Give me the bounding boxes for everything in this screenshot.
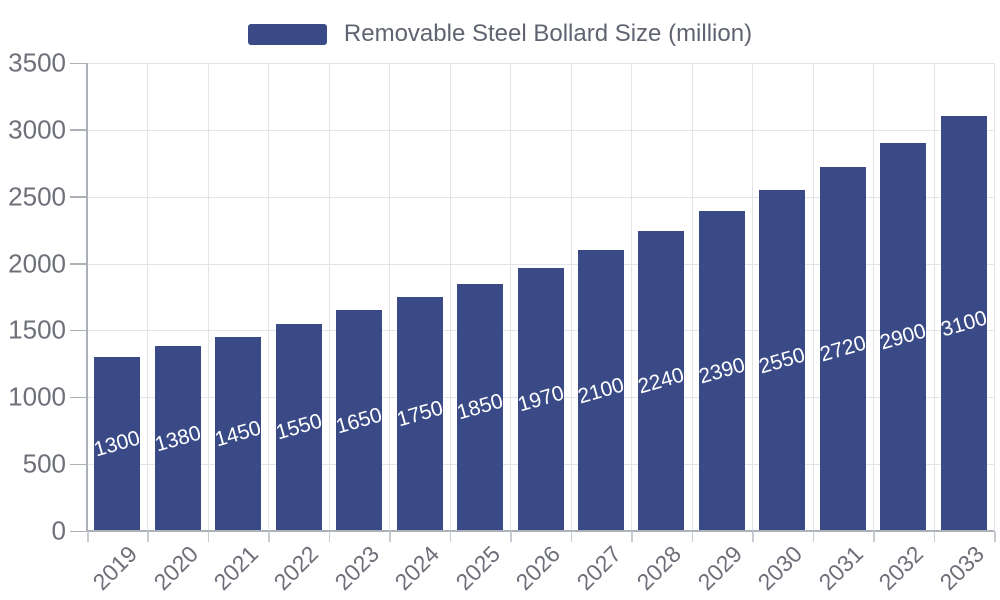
y-tick-label: 500 bbox=[22, 448, 66, 479]
x-axis-tick bbox=[207, 531, 210, 542]
y-axis-line bbox=[86, 63, 88, 531]
bar[interactable] bbox=[819, 167, 866, 531]
gridline-horizontal bbox=[87, 129, 994, 131]
gridline-vertical bbox=[449, 63, 451, 531]
y-axis-tick bbox=[70, 396, 87, 399]
x-tick-label: 2023 bbox=[329, 540, 385, 596]
y-tick-label: 0 bbox=[51, 515, 66, 546]
x-axis-tick bbox=[752, 531, 754, 542]
x-axis-tick bbox=[873, 531, 875, 542]
y-axis-tick bbox=[70, 463, 87, 466]
y-axis-tick bbox=[70, 129, 87, 131]
x-axis-tick bbox=[812, 531, 815, 542]
y-axis-tick bbox=[70, 62, 87, 64]
y-axis-tick bbox=[70, 530, 87, 532]
x-tick-label: 2027 bbox=[571, 540, 626, 596]
gridline-vertical bbox=[147, 63, 149, 531]
gridline-vertical bbox=[691, 63, 693, 531]
bar[interactable] bbox=[396, 297, 443, 531]
x-axis-tick bbox=[147, 531, 149, 542]
x-tick-label: 2031 bbox=[813, 540, 868, 596]
x-tick-label: 2022 bbox=[269, 540, 324, 596]
gridline-vertical bbox=[510, 63, 512, 531]
gridline-vertical bbox=[994, 63, 995, 531]
gridline-vertical bbox=[389, 63, 391, 531]
bar[interactable] bbox=[577, 250, 624, 531]
y-tick-label: 1500 bbox=[8, 314, 66, 345]
legend-swatch-icon bbox=[247, 23, 327, 45]
gridline-vertical bbox=[207, 63, 209, 531]
bar[interactable] bbox=[457, 283, 504, 531]
x-tick-label: 2019 bbox=[87, 540, 143, 596]
x-axis-tick bbox=[691, 531, 694, 542]
x-tick-label: 2029 bbox=[692, 540, 747, 596]
gridline-vertical bbox=[328, 63, 330, 531]
y-axis-tick bbox=[70, 263, 87, 265]
gridline-vertical bbox=[268, 63, 270, 531]
x-tick-label: 2028 bbox=[631, 540, 687, 596]
bar[interactable] bbox=[154, 346, 201, 531]
bar[interactable] bbox=[517, 267, 564, 531]
y-tick-label: 2500 bbox=[8, 181, 66, 212]
gridline-horizontal bbox=[87, 63, 994, 64]
bar[interactable] bbox=[880, 143, 927, 531]
x-axis-tick bbox=[328, 531, 331, 542]
bar[interactable] bbox=[940, 116, 987, 531]
y-axis-tick bbox=[70, 329, 87, 332]
bar[interactable] bbox=[275, 323, 322, 531]
legend-label: Removable Steel Bollard Size (million) bbox=[343, 20, 753, 47]
x-tick-label: 2033 bbox=[934, 540, 989, 596]
legend-item[interactable]: Removable Steel Bollard Size (million) bbox=[0, 20, 1000, 48]
x-tick-label: 2025 bbox=[450, 540, 506, 596]
x-axis-tick bbox=[510, 531, 512, 542]
x-axis-tick bbox=[994, 531, 996, 542]
gridline-vertical bbox=[873, 63, 875, 531]
x-axis-tick bbox=[449, 531, 452, 542]
x-tick-label: 2030 bbox=[752, 540, 808, 596]
y-tick-label: 3000 bbox=[8, 114, 66, 145]
bar[interactable] bbox=[336, 310, 383, 531]
y-axis-tick bbox=[70, 196, 87, 198]
gridline-vertical bbox=[933, 63, 935, 531]
x-axis-tick bbox=[631, 531, 633, 542]
x-axis-tick bbox=[87, 531, 89, 542]
gridline-vertical bbox=[752, 63, 754, 531]
x-tick-label: 2020 bbox=[148, 540, 203, 596]
bar[interactable] bbox=[94, 357, 141, 531]
x-axis-tick bbox=[268, 531, 270, 542]
x-axis-line bbox=[87, 530, 994, 532]
x-tick-label: 2021 bbox=[208, 540, 264, 596]
x-axis-tick bbox=[389, 531, 391, 542]
gridline-horizontal bbox=[87, 196, 994, 198]
x-axis-tick bbox=[570, 531, 573, 542]
y-tick-label: 2000 bbox=[8, 248, 66, 279]
x-tick-label: 2024 bbox=[389, 540, 445, 596]
x-tick-label: 2026 bbox=[510, 540, 566, 596]
bar[interactable] bbox=[698, 211, 745, 531]
gridline-vertical bbox=[570, 63, 572, 531]
x-tick-label: 2032 bbox=[873, 540, 929, 596]
bar[interactable] bbox=[759, 190, 806, 531]
gridline-vertical bbox=[812, 63, 814, 531]
y-tick-label: 1000 bbox=[8, 381, 66, 412]
x-axis-tick bbox=[933, 531, 936, 542]
gridline-vertical bbox=[631, 63, 633, 531]
bar[interactable] bbox=[215, 337, 262, 531]
bar[interactable] bbox=[638, 231, 685, 531]
gridline-horizontal bbox=[87, 263, 994, 265]
y-tick-label: 3500 bbox=[8, 47, 66, 78]
